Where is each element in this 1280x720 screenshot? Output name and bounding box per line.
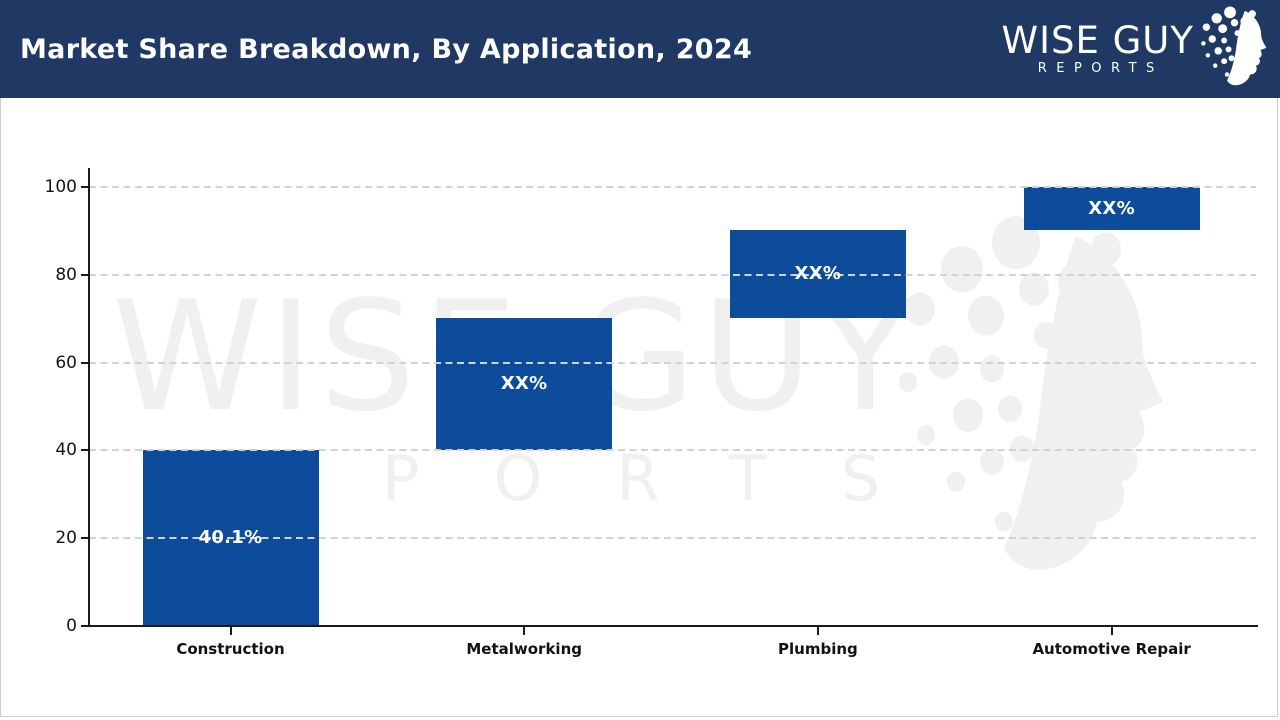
y-tick-mark-80 <box>81 273 89 276</box>
bar-value-label-construction: 40.1% <box>198 526 263 548</box>
y-tick-mark-60 <box>81 361 89 364</box>
x-axis-label-metalworking: Metalworking <box>466 640 582 658</box>
x-tick-mark-plumbing <box>816 627 819 635</box>
y-axis-line <box>88 168 90 627</box>
y-tick-mark-40 <box>81 449 89 452</box>
bar-value-label-metalworking: XX% <box>500 373 548 395</box>
bar-metalworking <box>436 318 613 450</box>
gridline-20 <box>89 537 1256 540</box>
y-tick-label-60: 60 <box>55 352 77 373</box>
bar-value-label-plumbing: XX% <box>794 263 842 285</box>
gridline-40 <box>89 449 1256 452</box>
y-tick-mark-100 <box>81 186 89 188</box>
page-title: Market Share Breakdown, By Application, … <box>20 33 753 65</box>
x-axis-label-automotive-repair: Automotive Repair <box>1032 640 1191 658</box>
bar-value-label-automotive-repair: XX% <box>1088 198 1135 219</box>
x-tick-mark-metalworking <box>523 627 526 635</box>
y-tick-mark-20 <box>81 537 89 540</box>
watermark-face-icon <box>899 216 1163 570</box>
logo-wordmark-line1: WISE GUY <box>1001 19 1194 62</box>
y-tick-mark-0 <box>81 625 89 627</box>
x-tick-mark-construction <box>229 627 232 635</box>
bar-automotive-repair <box>1023 187 1200 231</box>
dotted-face-logo-icon <box>1201 6 1267 86</box>
header-bar: Market Share Breakdown, By Application, … <box>0 0 1280 98</box>
gridline-80 <box>89 273 1256 276</box>
y-tick-label-80: 80 <box>55 264 77 285</box>
x-axis-line <box>88 625 1258 627</box>
y-tick-label-40: 40 <box>55 440 77 461</box>
x-axis-label-plumbing: Plumbing <box>778 640 858 658</box>
logo-wordmark: WISE GUY REPORTS <box>1001 19 1194 77</box>
gridline-100 <box>89 186 1256 188</box>
logo-wordmark-line2: REPORTS <box>1037 61 1164 76</box>
brand-logo: WISE GUY REPORTS <box>1002 6 1270 92</box>
y-tick-label-20: 20 <box>55 528 77 549</box>
x-axis-label-construction: Construction <box>176 640 285 658</box>
gridline-60 <box>89 361 1256 364</box>
y-tick-label-0: 0 <box>66 616 77 636</box>
x-tick-mark-automotive-repair <box>1110 627 1113 635</box>
y-tick-label-100: 100 <box>44 177 77 197</box>
